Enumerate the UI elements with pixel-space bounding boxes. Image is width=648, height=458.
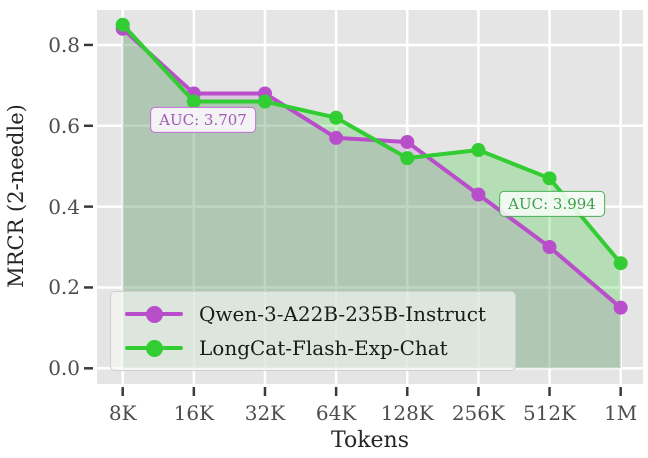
- data-point-1-5: [471, 143, 486, 158]
- y-axis-label: MRCR (2-needle): [4, 104, 28, 288]
- data-point-1-2: [257, 94, 272, 109]
- y-tick-label: 0.2: [48, 275, 80, 300]
- data-point-1-6: [542, 171, 557, 186]
- data-point-0-5: [471, 187, 486, 202]
- legend-label-qwen: Qwen-3-A22B-235B-Instruct: [199, 302, 486, 326]
- series-line-1: [120, 22, 623, 266]
- x-tick-label: 1M: [604, 401, 638, 425]
- data-point-1-7: [613, 256, 628, 271]
- x-tick-label: 256K: [451, 401, 505, 425]
- x-tick-label: 8K: [108, 401, 137, 425]
- x-tick-label: 32K: [244, 401, 286, 425]
- data-point-0-3: [329, 130, 344, 145]
- data-point-0-6: [542, 240, 557, 255]
- auc-annotation-qwen: AUC: 3.707: [150, 106, 256, 134]
- x-tick-label: 64K: [315, 401, 357, 425]
- auc-annotation-longcat: AUC: 3.994: [499, 190, 605, 218]
- legend: Qwen-3-A22B-235B-Instruct LongCat-Flash-…: [110, 291, 516, 371]
- data-point-1-1: [186, 94, 201, 109]
- x-tick-label: 16K: [173, 401, 215, 425]
- x-tick-label: 512K: [522, 401, 577, 425]
- y-tick-label: 0.6: [48, 113, 80, 138]
- x-tick-label: 128K: [380, 401, 434, 425]
- y-tick-label: 0.0: [48, 356, 80, 381]
- legend-item-qwen: Qwen-3-A22B-235B-Instruct: [125, 297, 501, 331]
- legend-marker-qwen-icon: [125, 305, 183, 323]
- data-point-1-4: [400, 151, 415, 166]
- data-point-1-0: [115, 17, 130, 32]
- legend-label-longcat: LongCat-Flash-Exp-Chat: [199, 336, 448, 360]
- data-point-1-3: [329, 110, 344, 125]
- y-tick-label: 0.8: [48, 32, 80, 57]
- y-tick-label: 0.4: [48, 194, 80, 219]
- data-point-0-4: [400, 134, 415, 149]
- legend-marker-longcat-icon: [125, 339, 183, 357]
- x-axis-label: Tokens: [330, 428, 410, 453]
- data-point-0-7: [613, 300, 628, 315]
- legend-item-longcat: LongCat-Flash-Exp-Chat: [125, 331, 501, 365]
